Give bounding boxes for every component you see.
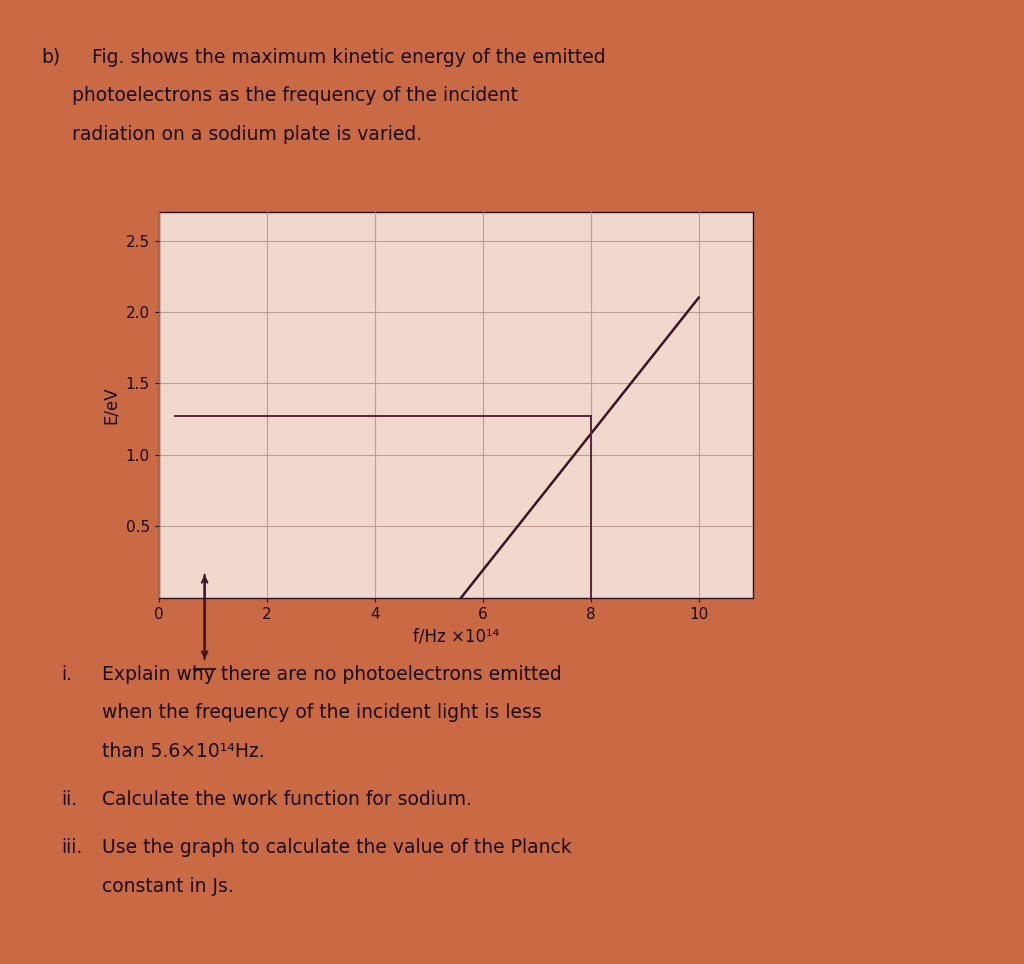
Text: Explain why there are no photoelectrons emitted: Explain why there are no photoelectrons …	[102, 664, 562, 683]
Text: i.: i.	[61, 664, 73, 683]
Text: Fig. shows the maximum kinetic energy of the emitted: Fig. shows the maximum kinetic energy of…	[92, 47, 606, 67]
Text: than 5.6×10¹⁴Hz.: than 5.6×10¹⁴Hz.	[102, 741, 265, 761]
Text: iii.: iii.	[61, 838, 83, 857]
Text: ii.: ii.	[61, 790, 78, 809]
X-axis label: f/Hz ×10¹⁴: f/Hz ×10¹⁴	[413, 628, 499, 645]
Text: b): b)	[41, 47, 60, 67]
Text: Use the graph to calculate the value of the Planck: Use the graph to calculate the value of …	[102, 838, 572, 857]
Text: when the frequency of the incident light is less: when the frequency of the incident light…	[102, 703, 542, 722]
Text: radiation on a sodium plate is varied.: radiation on a sodium plate is varied.	[72, 124, 422, 144]
Y-axis label: E/eV: E/eV	[102, 386, 120, 424]
Text: constant in Js.: constant in Js.	[102, 876, 234, 896]
Text: photoelectrons as the frequency of the incident: photoelectrons as the frequency of the i…	[72, 86, 518, 105]
Text: Calculate the work function for sodium.: Calculate the work function for sodium.	[102, 790, 472, 809]
